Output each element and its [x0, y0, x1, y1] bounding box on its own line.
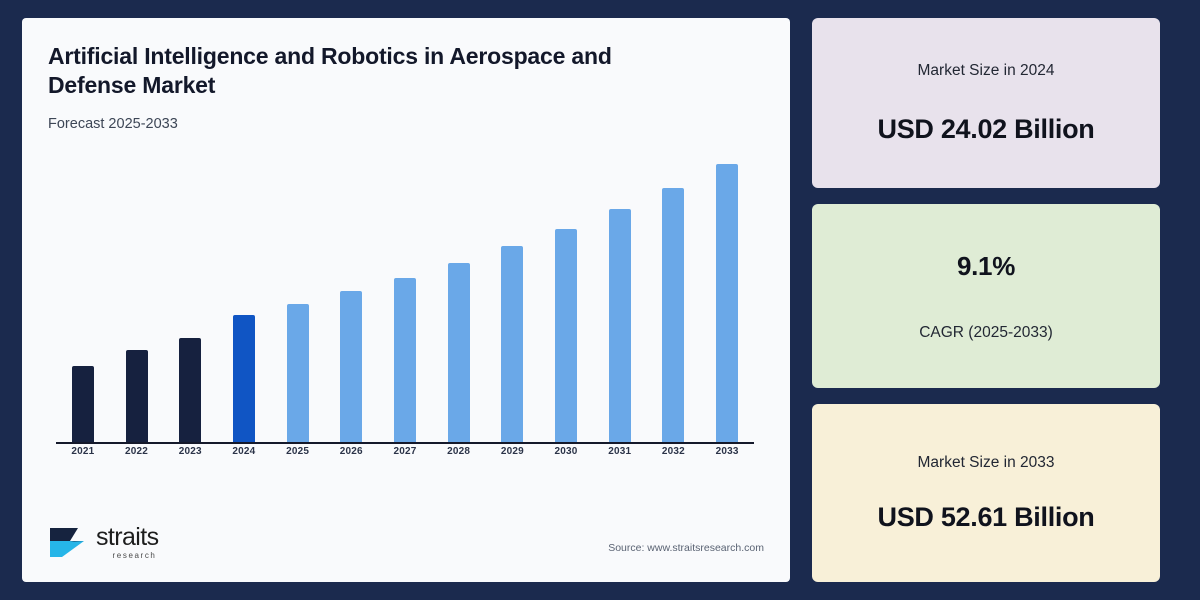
x-axis-tick-2022: 2022	[125, 446, 149, 458]
bar-slot	[56, 146, 110, 443]
straits-logo-mark	[50, 527, 84, 557]
straits-logo-text: straits research	[96, 523, 159, 560]
chart-panel: Artificial Intelligence and Robotics in …	[22, 18, 790, 582]
stat-card-1[interactable]: Market Size in 2024 USD 24.02 Billion	[812, 18, 1160, 188]
x-axis-tick-2026: 2026	[339, 446, 363, 458]
x-axis-tick-2033: 2033	[715, 446, 739, 458]
x-axis-tick-2021: 2021	[71, 446, 95, 458]
stat-card-value: 9.1%	[956, 250, 1016, 281]
x-axis-tick-2029: 2029	[500, 446, 524, 458]
stat-card-2[interactable]: 9.1% CAGR (2025-2033)	[812, 204, 1160, 388]
x-axis-tick-2023: 2023	[178, 446, 202, 458]
chart-plot-area	[56, 146, 754, 445]
stat-card-value: USD 24.02 Billion	[877, 113, 1095, 144]
stat-card-3[interactable]: Market Size in 2033 USD 52.61 Billion	[812, 404, 1160, 582]
straits-research-logo[interactable]: straits research	[48, 523, 159, 560]
bar-slot	[700, 146, 754, 443]
x-axis-tick-2024: 2024	[232, 446, 256, 458]
chart-bar-2023[interactable]	[179, 337, 202, 443]
stat-card-label: CAGR (2025-2033)	[919, 323, 1053, 341]
stat-card-label: Market Size in 2033	[917, 453, 1055, 471]
source-attribution: Source: www.straitsresearch.com	[608, 542, 764, 554]
panel-footer: straits research Source: www.straitsrese…	[48, 525, 764, 560]
bar-chart: 2021 2022 2023 2024 2025 2026 2027 2028 2029 2030…	[48, 142, 764, 568]
bar-slot	[163, 146, 217, 443]
chart-bar-2026[interactable]	[340, 291, 363, 443]
chart-bar-2025[interactable]	[286, 303, 309, 443]
x-axis-tick-2032: 2032	[661, 446, 685, 458]
chart-bar-2024[interactable]	[232, 315, 255, 443]
chart-bar-2029[interactable]	[501, 246, 524, 443]
chart-bar-2028[interactable]	[447, 262, 470, 443]
chart-bar-2033[interactable]	[716, 164, 739, 443]
x-axis-tick-2025: 2025	[286, 446, 310, 458]
bar-slot	[486, 146, 540, 443]
bar-slot	[110, 146, 164, 443]
bar-slot	[647, 146, 701, 443]
chart-bar-2022[interactable]	[125, 349, 148, 443]
bar-slot	[271, 146, 325, 443]
bar-slot	[378, 146, 432, 443]
chart-x-axis: 2021 2022 2023 2024 2025 2026 2027 2028 2029 2030…	[56, 446, 754, 457]
x-axis-tick-2030: 2030	[554, 446, 578, 458]
bar-slot	[324, 146, 378, 443]
x-axis-tick-2028: 2028	[447, 446, 471, 458]
forecast-period-label: Forecast 2025-2033	[48, 116, 178, 133]
stat-card-list: Market Size in 2024 USD 24.02 Billion 9.1%…	[812, 18, 1160, 582]
logo-tagline: research	[112, 551, 157, 560]
chart-bar-2031[interactable]	[608, 209, 631, 443]
bar-slot	[432, 146, 486, 443]
x-axis-tick-2031: 2031	[608, 446, 632, 458]
chart-bar-2021[interactable]	[71, 365, 94, 443]
bar-slot	[593, 146, 647, 443]
bar-slot	[217, 146, 271, 443]
chart-bar-2032[interactable]	[662, 188, 685, 443]
stat-card-value: USD 52.61 Billion	[877, 501, 1095, 532]
page-title: Artificial Intelligence and Robotics in …	[48, 43, 612, 99]
x-axis-tick-2027: 2027	[393, 446, 417, 458]
stat-card-label: Market Size in 2024	[917, 61, 1055, 79]
logo-name: straits	[96, 523, 159, 551]
bar-slot	[539, 146, 593, 443]
chart-bar-2030[interactable]	[555, 228, 578, 443]
chart-bar-2027[interactable]	[393, 277, 416, 443]
